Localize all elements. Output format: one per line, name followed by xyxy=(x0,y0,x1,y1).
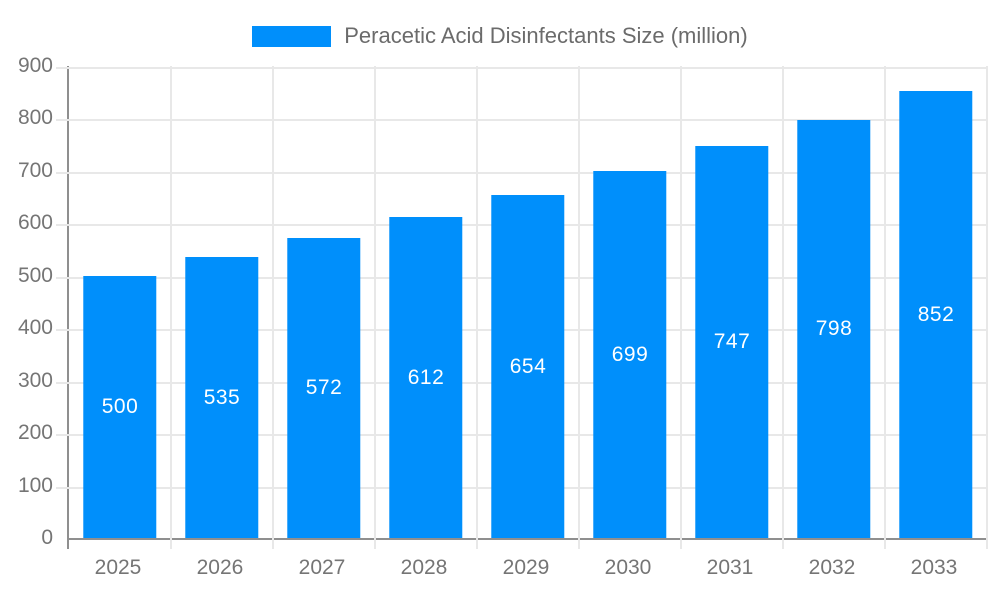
y-axis-tick-label: 200 xyxy=(17,421,53,445)
x-axis-tick-label: 2033 xyxy=(910,556,958,579)
y-axis-tick-label: 900 xyxy=(17,54,53,77)
gridline-vertical xyxy=(986,66,988,549)
x-axis-tick-label: 2032 xyxy=(808,556,856,579)
gridline-vertical xyxy=(679,66,682,549)
y-axis-tick-label: 800 xyxy=(17,106,53,130)
gridline-horizontal xyxy=(56,67,987,69)
legend-label: Peracetic Acid Disinfectants Size (milli… xyxy=(344,23,748,48)
gridline-horizontal xyxy=(56,119,987,122)
gridline-vertical xyxy=(884,66,886,549)
x-axis-tick xyxy=(67,538,69,549)
bar-value-label: 852 xyxy=(917,302,955,326)
x-axis-tick-label: 2026 xyxy=(196,556,244,579)
gridline-horizontal xyxy=(56,171,987,174)
bar-value-label: 535 xyxy=(203,385,241,409)
x-axis-tick-label: 2031 xyxy=(706,556,754,579)
bar: 535 xyxy=(185,257,259,538)
x-axis-tick-label: 2030 xyxy=(604,556,652,579)
bar: 852 xyxy=(899,91,973,538)
bar: 500 xyxy=(83,275,157,538)
bar: 654 xyxy=(491,195,565,538)
bar-value-label: 500 xyxy=(101,394,139,418)
legend-swatch xyxy=(252,25,332,47)
chart-legend[interactable]: Peracetic Acid Disinfectants Size (milli… xyxy=(0,23,1000,48)
bar-value-label: 798 xyxy=(815,316,853,340)
y-axis-tick-label: 300 xyxy=(17,368,53,392)
bar: 699 xyxy=(593,171,667,538)
bar-value-label: 654 xyxy=(509,354,547,378)
bar: 612 xyxy=(389,217,463,538)
gridline-vertical xyxy=(373,66,376,549)
gridline-vertical xyxy=(272,66,274,549)
y-axis-tick-label: 400 xyxy=(17,316,53,340)
bar-value-label: 612 xyxy=(407,365,445,389)
y-axis-tick-label: 0 xyxy=(41,526,53,549)
gridline-vertical xyxy=(782,66,784,549)
bar: 747 xyxy=(695,146,769,538)
y-axis: 0 100 200 300 400 500 600 700 800 900 xyxy=(0,54,67,549)
bar-value-label: 747 xyxy=(713,330,751,354)
gridline-vertical xyxy=(578,66,580,549)
bar-value-label: 699 xyxy=(611,342,649,366)
gridline-vertical xyxy=(170,66,172,549)
x-axis-tick-label: 2029 xyxy=(502,556,550,579)
bar: 798 xyxy=(797,119,871,538)
bar: 572 xyxy=(287,238,361,538)
y-axis-tick-label: 500 xyxy=(17,263,53,287)
gridline-vertical xyxy=(476,66,478,549)
x-axis-tick-label: 2027 xyxy=(298,556,346,579)
bar-value-label: 572 xyxy=(305,376,343,400)
y-axis-tick-label: 100 xyxy=(17,473,53,497)
x-axis-tick-label: 2025 xyxy=(94,556,142,579)
x-axis-tick-label: 2028 xyxy=(400,556,448,579)
y-axis-tick-label: 700 xyxy=(17,158,53,182)
y-axis-tick-label: 600 xyxy=(17,211,53,235)
x-axis: 2025 2026 2027 2028 2029 2030 2031 2032 2033 xyxy=(67,540,985,580)
plot-area: 500 535 572 612 654 699 747 798 852 xyxy=(56,66,988,549)
